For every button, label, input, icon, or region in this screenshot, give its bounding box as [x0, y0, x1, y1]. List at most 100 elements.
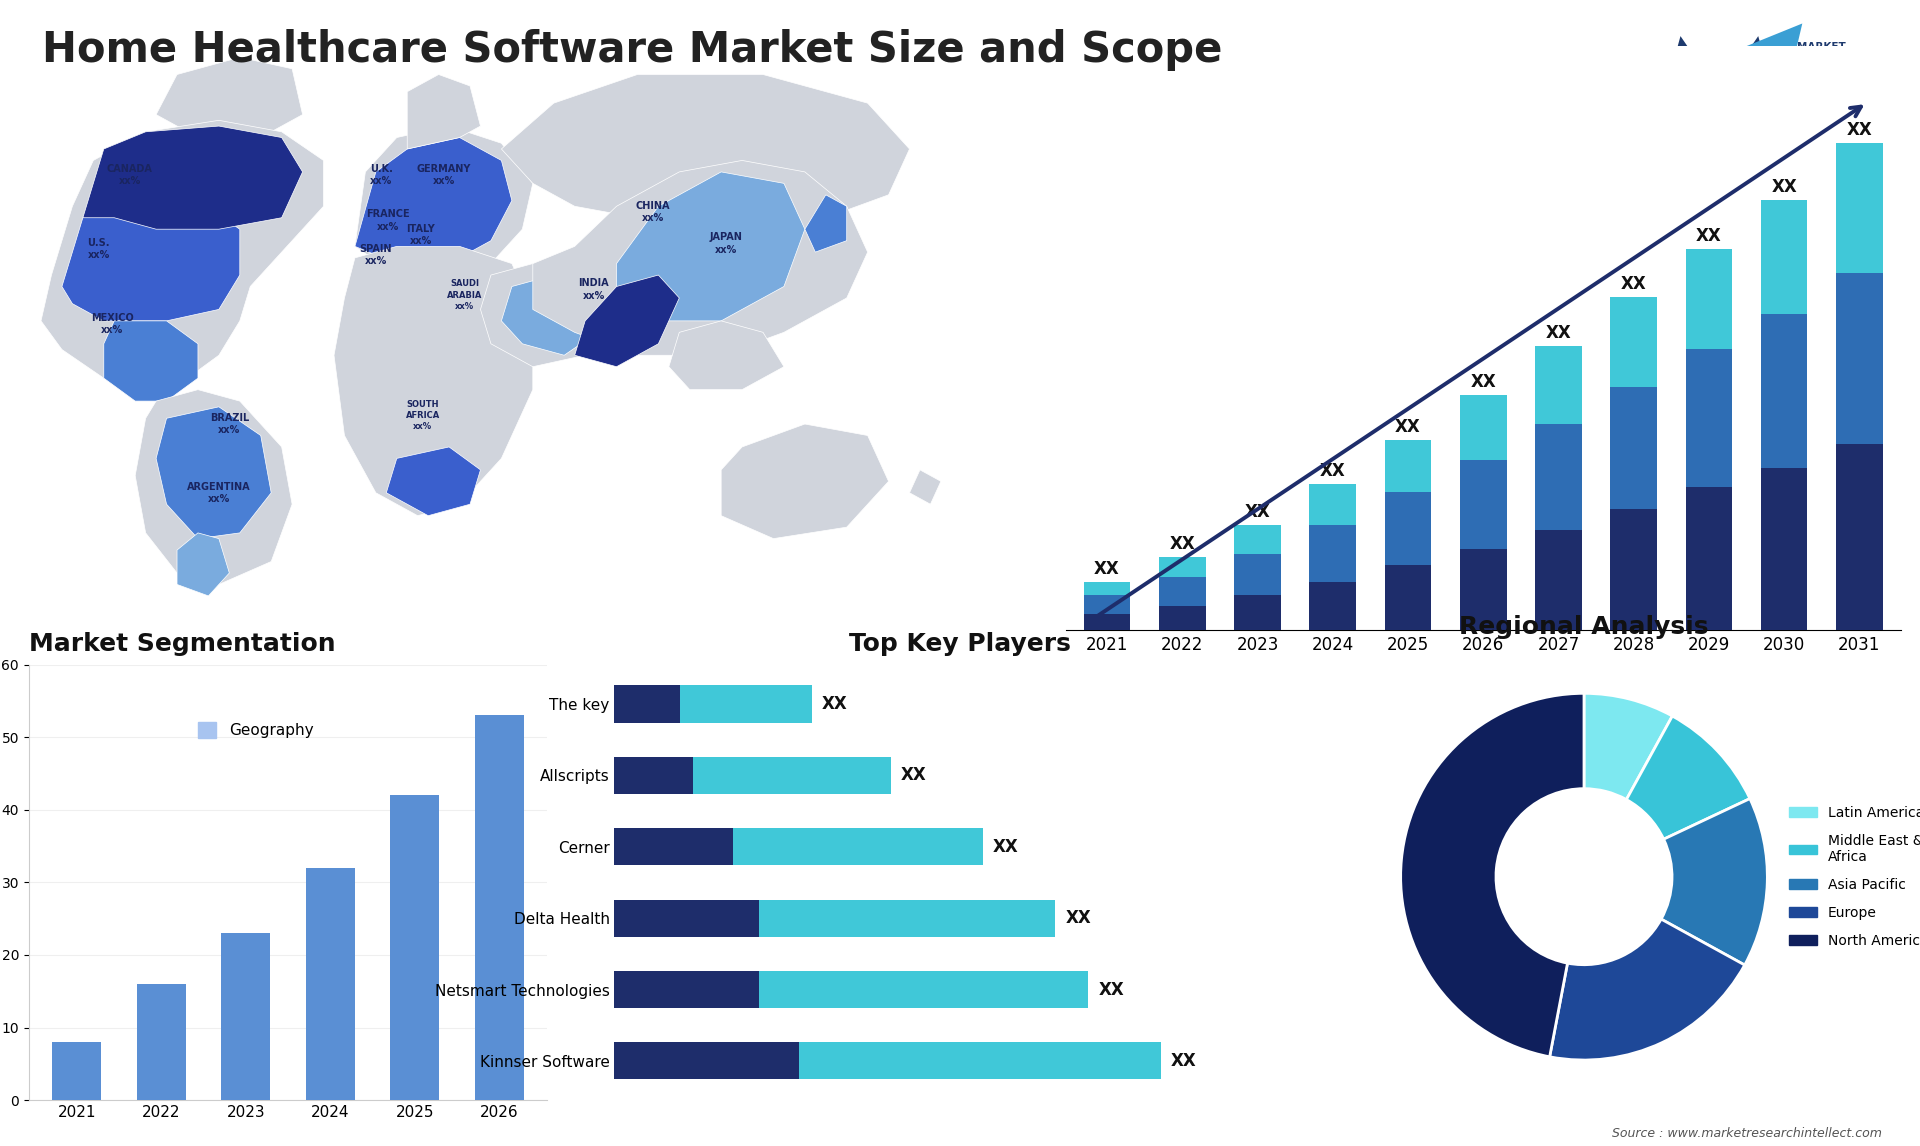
- Text: JAPAN
xx%: JAPAN xx%: [710, 233, 743, 254]
- Polygon shape: [40, 120, 323, 390]
- Bar: [1536, 424, 1582, 529]
- Bar: [1611, 509, 1657, 630]
- Polygon shape: [501, 74, 910, 229]
- Polygon shape: [616, 172, 804, 321]
- Text: FRANCE
xx%: FRANCE xx%: [367, 210, 411, 231]
- Wedge shape: [1549, 919, 1745, 1060]
- Polygon shape: [355, 138, 513, 264]
- Bar: [1083, 582, 1131, 595]
- Bar: [680, 685, 812, 722]
- Text: XX: XX: [1244, 503, 1271, 520]
- Text: XX: XX: [1094, 559, 1119, 578]
- Bar: [1686, 249, 1732, 350]
- Bar: [1536, 346, 1582, 424]
- Text: CHINA
xx%: CHINA xx%: [636, 201, 670, 223]
- Text: ITALY
xx%: ITALY xx%: [407, 223, 436, 246]
- Bar: [733, 829, 983, 865]
- Polygon shape: [104, 321, 198, 401]
- Polygon shape: [480, 264, 616, 367]
- Bar: [614, 756, 693, 794]
- Bar: [52, 1042, 102, 1100]
- Bar: [1761, 201, 1807, 314]
- Polygon shape: [386, 447, 480, 516]
- Bar: [693, 756, 891, 794]
- Text: XX: XX: [1169, 535, 1194, 554]
- Bar: [1083, 595, 1131, 614]
- Bar: [1384, 493, 1430, 565]
- Bar: [1761, 314, 1807, 468]
- Legend: Geography: Geography: [192, 716, 319, 744]
- Polygon shape: [910, 470, 941, 504]
- Title: Top Key Players: Top Key Players: [849, 631, 1071, 656]
- Polygon shape: [722, 424, 889, 539]
- Text: XX: XX: [1066, 909, 1091, 927]
- Text: XX: XX: [1171, 1052, 1196, 1070]
- Text: XX: XX: [1847, 121, 1872, 139]
- Text: Home Healthcare Software Market Size and Scope: Home Healthcare Software Market Size and…: [42, 29, 1223, 71]
- Bar: [1160, 557, 1206, 576]
- Bar: [305, 868, 355, 1100]
- Text: BRAZIL
xx%: BRAZIL xx%: [209, 413, 250, 435]
- Text: U.K.
xx%: U.K. xx%: [371, 164, 392, 186]
- Text: SOUTH
AFRICA
xx%: SOUTH AFRICA xx%: [405, 400, 440, 431]
- Legend: Latin America, Middle East &
Africa, Asia Pacific, Europe, North America: Latin America, Middle East & Africa, Asi…: [1784, 800, 1920, 953]
- Text: XX: XX: [1098, 981, 1123, 998]
- Bar: [1309, 582, 1356, 630]
- Bar: [390, 795, 440, 1100]
- Text: XX: XX: [1695, 227, 1722, 245]
- Text: XX: XX: [1396, 418, 1421, 437]
- Bar: [1459, 460, 1507, 549]
- Polygon shape: [156, 407, 271, 539]
- Bar: [1836, 444, 1884, 630]
- Text: MEXICO
xx%: MEXICO xx%: [90, 313, 134, 335]
- Wedge shape: [1661, 799, 1766, 965]
- Polygon shape: [177, 533, 228, 596]
- Wedge shape: [1584, 693, 1672, 800]
- Bar: [1836, 143, 1884, 273]
- Polygon shape: [61, 201, 240, 321]
- Text: XX: XX: [1319, 462, 1346, 480]
- Bar: [1235, 595, 1281, 630]
- Polygon shape: [1655, 37, 1784, 131]
- Polygon shape: [501, 275, 607, 355]
- Wedge shape: [1626, 716, 1749, 839]
- Title: Regional Analysis: Regional Analysis: [1459, 614, 1709, 638]
- Polygon shape: [1740, 23, 1803, 68]
- Bar: [1459, 549, 1507, 630]
- Text: XX: XX: [1620, 275, 1647, 293]
- Text: Source : www.marketresearchintellect.com: Source : www.marketresearchintellect.com: [1611, 1128, 1882, 1140]
- Bar: [1235, 525, 1281, 554]
- Bar: [1309, 484, 1356, 525]
- Text: XX: XX: [900, 767, 927, 784]
- Bar: [758, 900, 1056, 936]
- Text: SPAIN
xx%: SPAIN xx%: [359, 244, 392, 266]
- Polygon shape: [534, 160, 868, 355]
- Bar: [1536, 529, 1582, 630]
- Text: XX: XX: [1546, 324, 1571, 343]
- Bar: [1160, 576, 1206, 606]
- Bar: [474, 715, 524, 1100]
- Text: MARKET: MARKET: [1797, 42, 1845, 53]
- Text: XX: XX: [1772, 178, 1797, 196]
- Bar: [614, 900, 758, 936]
- Text: U.S.
xx%: U.S. xx%: [86, 238, 109, 260]
- Bar: [1459, 395, 1507, 460]
- Polygon shape: [334, 246, 534, 516]
- Bar: [1235, 554, 1281, 595]
- Text: XX: XX: [993, 838, 1020, 856]
- Bar: [799, 1043, 1162, 1080]
- Bar: [1309, 525, 1356, 582]
- Text: ARGENTINA
xx%: ARGENTINA xx%: [186, 481, 252, 504]
- Text: SAUDI
ARABIA
xx%: SAUDI ARABIA xx%: [447, 280, 482, 311]
- Bar: [1836, 273, 1884, 444]
- Bar: [1384, 565, 1430, 630]
- Text: Market Segmentation: Market Segmentation: [29, 631, 336, 656]
- Polygon shape: [83, 126, 303, 229]
- Polygon shape: [407, 74, 480, 149]
- Text: INTELLECT: INTELLECT: [1797, 97, 1859, 108]
- Text: INDIA
xx%: INDIA xx%: [578, 278, 609, 300]
- Text: XX: XX: [822, 694, 847, 713]
- Polygon shape: [156, 57, 303, 138]
- Bar: [1761, 468, 1807, 630]
- Bar: [1083, 614, 1131, 630]
